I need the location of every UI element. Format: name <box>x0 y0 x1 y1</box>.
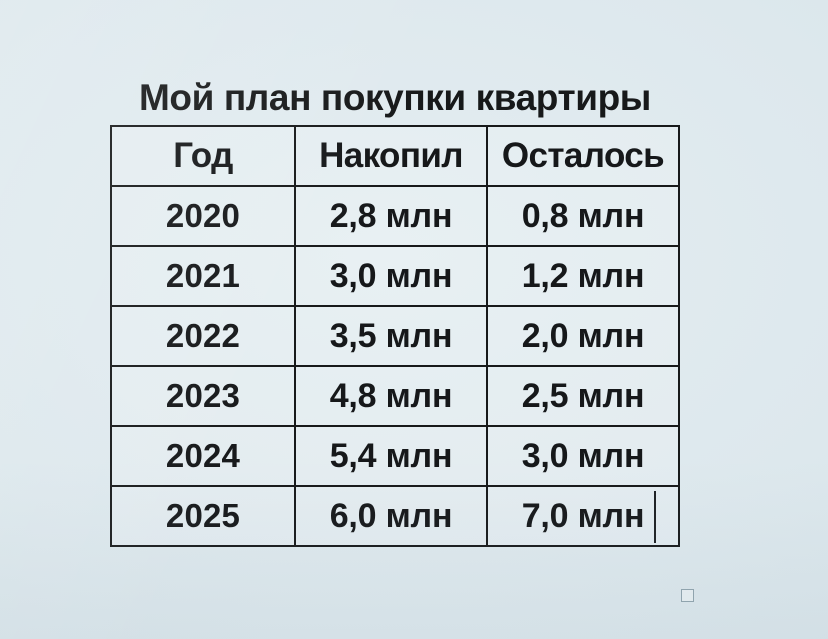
cell-left: 2,5 млн <box>486 365 680 428</box>
table-row: 2024 5,4 млн 3,0 млн <box>110 425 680 488</box>
cell-saved: 6,0 млн <box>294 485 488 548</box>
page-title: Мой план покупки квартиры <box>139 77 651 118</box>
resize-handle[interactable] <box>681 589 694 603</box>
table-container: Год Накопил Осталось 2020 2,8 млн 0,8 мл… <box>110 125 694 603</box>
cell-left: 3,0 млн <box>486 425 680 488</box>
cell-year: 2024 <box>110 425 296 488</box>
apartment-plan-table: Год Накопил Осталось 2020 2,8 млн 0,8 мл… <box>110 125 680 548</box>
cell-left: 7,0 млн <box>486 485 680 548</box>
table-header: Год Накопил Осталось <box>110 125 680 188</box>
column-header-year: Год <box>110 125 296 188</box>
column-header-left: Осталось <box>486 125 680 188</box>
cell-saved: 4,8 млн <box>294 365 488 428</box>
cell-saved: 2,8 млн <box>294 185 488 248</box>
cell-year: 2023 <box>110 365 296 428</box>
table-row: 2021 3,0 млн 1,2 млн <box>110 245 680 308</box>
cell-left: 1,2 млн <box>486 245 680 308</box>
table-row: 2022 3,5 млн 2,0 млн <box>110 305 680 368</box>
cell-saved: 3,5 млн <box>294 305 488 368</box>
cell-year: 2021 <box>110 245 296 308</box>
table-body: 2020 2,8 млн 0,8 млн 2021 3,0 млн 1,2 мл… <box>110 185 680 548</box>
cell-year: 2025 <box>110 485 296 548</box>
cell-year: 2020 <box>110 185 296 248</box>
cell-year: 2022 <box>110 305 296 368</box>
cell-saved: 5,4 млн <box>294 425 488 488</box>
column-header-saved: Накопил <box>294 125 488 188</box>
table-row: 2025 6,0 млн 7,0 млн <box>110 485 680 548</box>
cell-left: 2,0 млн <box>486 305 680 368</box>
cell-saved: 3,0 млн <box>294 245 488 308</box>
cell-left: 0,8 млн <box>486 185 680 248</box>
table-header-row: Год Накопил Осталось <box>110 125 680 188</box>
table-row: 2020 2,8 млн 0,8 млн <box>110 185 680 248</box>
plan-document: Мой план покупки квартиры Год Накопил Ос… <box>110 77 694 603</box>
table-row: 2023 4,8 млн 2,5 млн <box>110 365 680 428</box>
